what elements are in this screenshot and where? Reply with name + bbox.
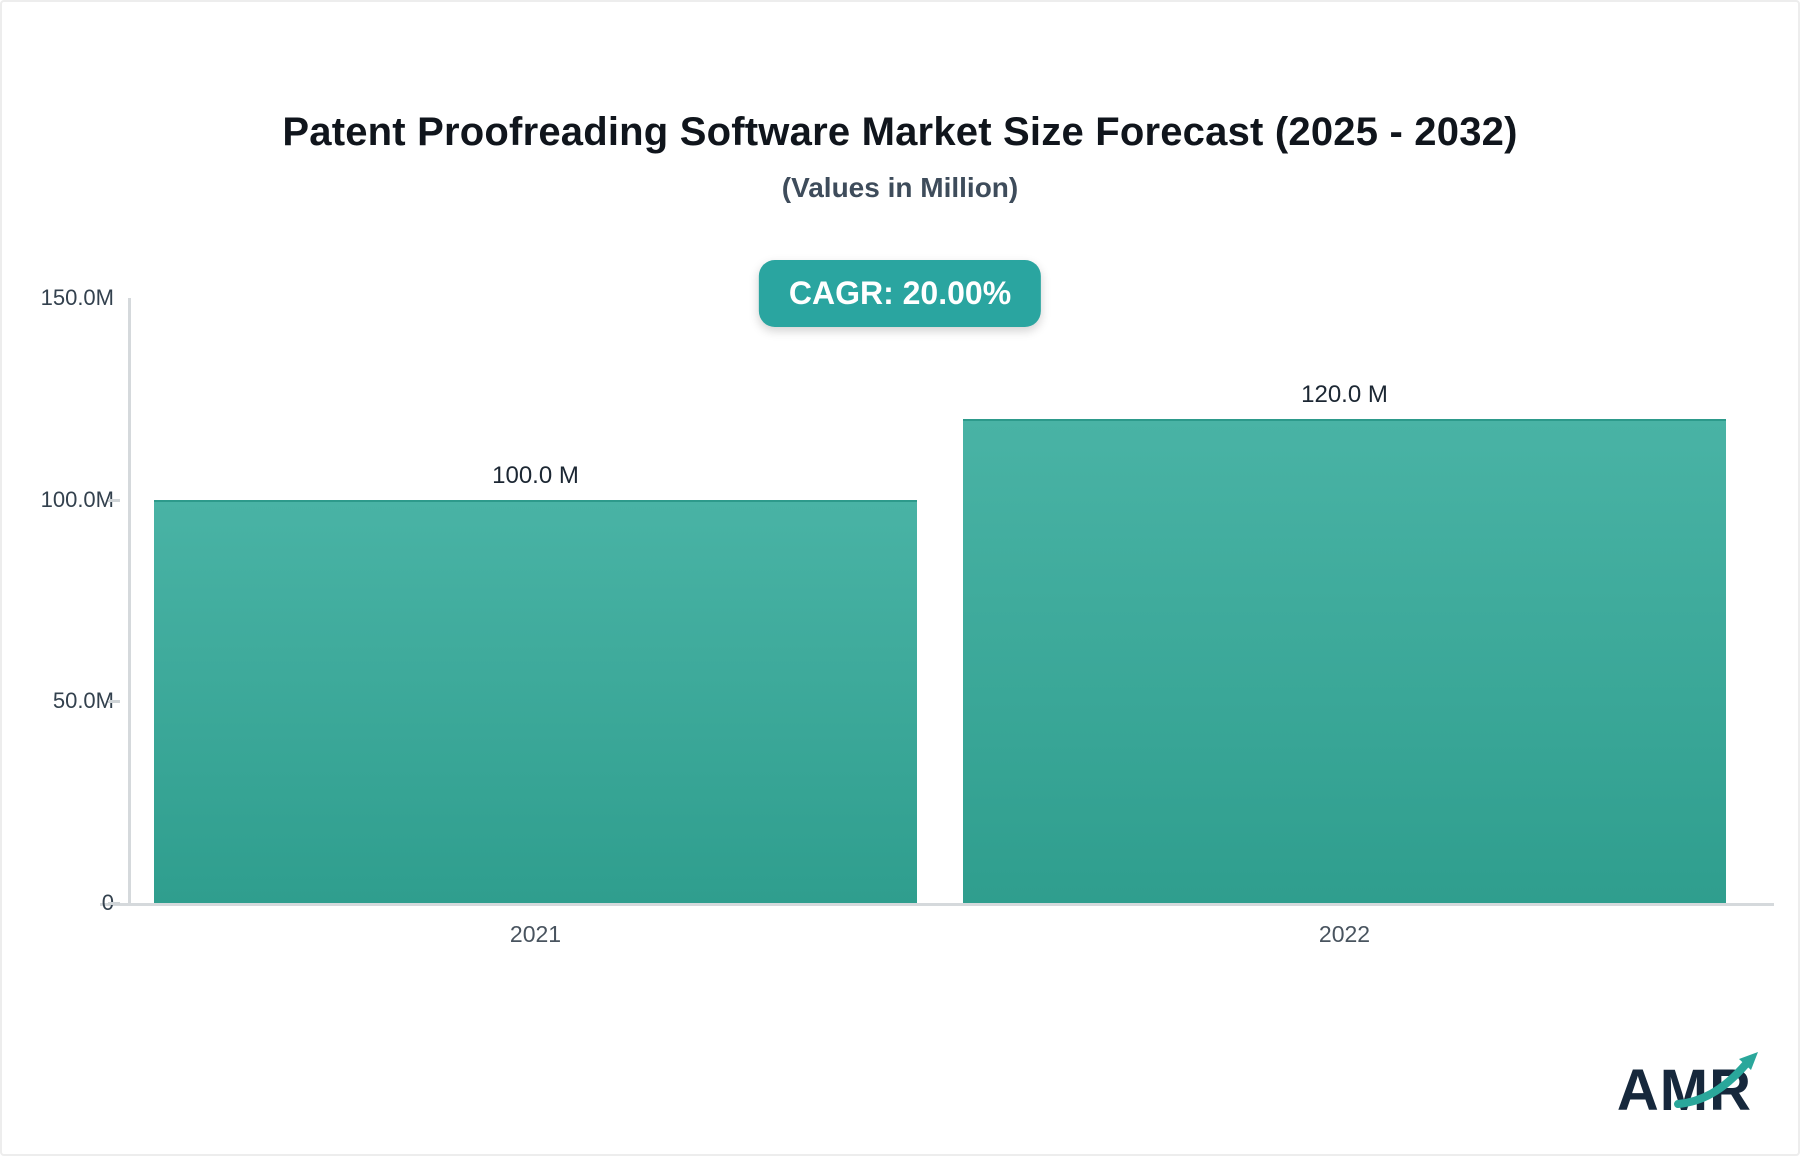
amr-logo-text: AMR bbox=[1616, 1058, 1752, 1123]
y-axis-tick-mark bbox=[108, 700, 120, 704]
bar bbox=[154, 499, 917, 903]
cagr-badge: CAGR: 20.00% bbox=[758, 260, 1042, 327]
amr-logo: AMR bbox=[1617, 1052, 1758, 1120]
bar bbox=[963, 419, 1726, 903]
growth-arrow-icon bbox=[1674, 1052, 1758, 1108]
y-axis-tick-mark bbox=[108, 498, 120, 502]
y-axis-line bbox=[128, 298, 131, 905]
y-axis-tick-mark bbox=[108, 902, 120, 905]
x-axis-label: 2021 bbox=[509, 921, 562, 947]
bar-value-label: 120.0 M bbox=[1301, 381, 1388, 408]
x-axis-line bbox=[100, 903, 1774, 906]
x-axis-label: 2022 bbox=[1318, 921, 1371, 947]
y-axis-tick-label: 50.0M bbox=[52, 688, 114, 714]
chart-title: Patent Proofreading Software Market Size… bbox=[282, 110, 1518, 154]
y-axis-tick-label: 150.0M bbox=[40, 285, 114, 310]
y-axis-tick-label: 0 bbox=[2, 890, 114, 916]
bar-value-label: 100.0 M bbox=[492, 461, 579, 489]
chart-subtitle: (Values in Million) bbox=[781, 172, 1019, 203]
y-axis-tick-label: 100.0M bbox=[40, 486, 114, 512]
